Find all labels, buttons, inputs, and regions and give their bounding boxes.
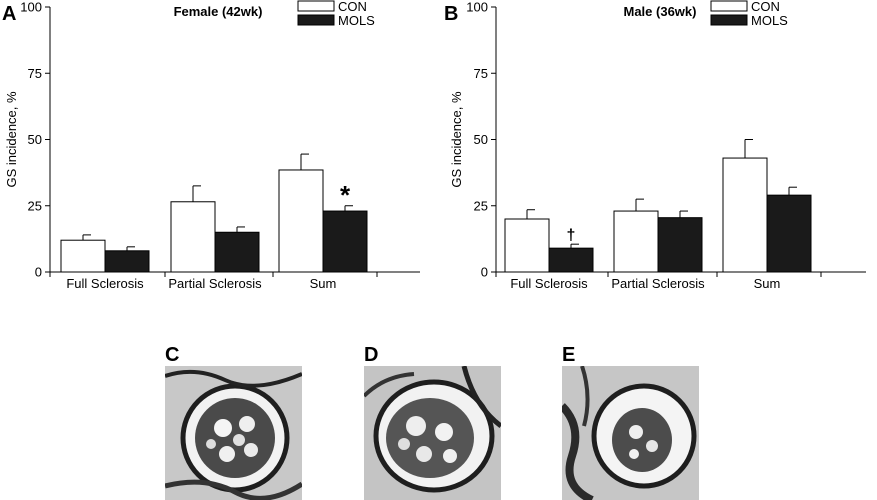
bar-mols-2: [766, 194, 812, 273]
chart-panel-a: A Female (42wk) 0 25 50 75 100 GS incidence, % F…: [2, 0, 420, 291]
micrograph-d: [364, 366, 501, 500]
legend-swatch-mols: [297, 14, 335, 26]
y-tick-label: 50: [28, 132, 42, 147]
micrograph-c: [165, 366, 302, 500]
chart-panel-b: B Male (36wk) 0 25 50 75 100 GS incidence, % Ful…: [444, 0, 866, 291]
y-tick-label: 0: [481, 265, 488, 280]
y-tick-label: 100: [466, 0, 488, 15]
glomerulus-micrograph-icon: [562, 366, 699, 500]
y-tick-label: 0: [35, 265, 42, 280]
bar-con-1: [170, 201, 216, 273]
y-tick-label: 25: [28, 198, 42, 213]
bar-mols-0: [104, 250, 150, 273]
bar-mols-2: [322, 210, 368, 273]
panel-label: B: [444, 3, 458, 25]
legend-label-mols: MOLS: [338, 13, 375, 28]
y-tick-label: 50: [474, 132, 488, 147]
panel-label-c: C: [165, 344, 180, 366]
micrograph-e: [562, 366, 699, 500]
legend-label-con: CON: [338, 0, 367, 14]
legend-label-mols: MOLS: [751, 13, 788, 28]
x-tick-label: Sum: [310, 276, 337, 291]
bar-mols-0: [548, 247, 594, 273]
legend-swatch-mols: [710, 14, 748, 26]
chart-title: Female (42wk): [174, 4, 263, 19]
glomerulus-micrograph-icon: [364, 366, 501, 500]
panel-label-e: E: [562, 344, 576, 366]
bar-mols-1: [214, 231, 260, 273]
significance-marker: †: [567, 227, 576, 244]
y-tick-label: 75: [474, 66, 488, 81]
bar-con-0: [60, 239, 106, 273]
panel-label-d: D: [364, 344, 379, 366]
y-tick-label: 25: [474, 198, 488, 213]
legend-swatch-con: [297, 0, 335, 12]
bar-con-0: [504, 218, 550, 273]
x-tick-label: Full Sclerosis: [510, 276, 588, 291]
glomerulus-micrograph-icon: [165, 366, 302, 500]
x-tick-label: Sum: [754, 276, 781, 291]
y-axis-label: GS incidence, %: [4, 91, 19, 188]
legend-label-con: CON: [751, 0, 780, 14]
panel-label: A: [2, 3, 16, 25]
x-tick-label: Partial Sclerosis: [168, 276, 262, 291]
chart-title: Male (36wk): [624, 4, 697, 19]
bar-con-2: [722, 157, 768, 273]
bar-mols-1: [657, 217, 703, 273]
y-axis-label: GS incidence, %: [449, 91, 464, 188]
x-tick-label: Partial Sclerosis: [611, 276, 705, 291]
bar-con-2: [278, 169, 324, 273]
y-tick-label: 100: [20, 0, 42, 15]
x-tick-label: Full Sclerosis: [66, 276, 144, 291]
significance-marker: *: [340, 180, 351, 210]
bar-con-1: [613, 210, 659, 273]
y-tick-label: 75: [28, 66, 42, 81]
legend-swatch-con: [710, 0, 748, 12]
